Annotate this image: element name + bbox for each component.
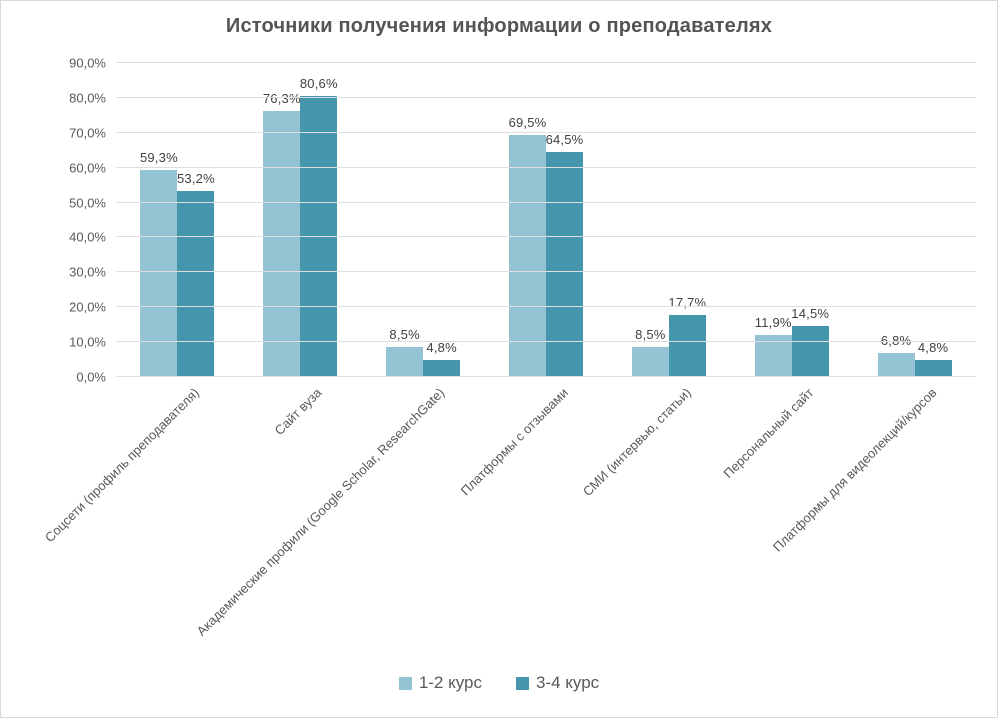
bar-value-label: 4,8% <box>917 340 949 356</box>
bar-value-label: 8,5% <box>635 327 666 343</box>
y-axis-tick-label: 20,0% <box>69 299 106 315</box>
bar-value-label: 14,5% <box>791 306 830 322</box>
plot-area: 59,3% 53,2% 76,3% 80,6% 8,5% 4,8% 69,5% 64,5% 8,… <box>116 62 976 377</box>
gridline <box>116 96 976 98</box>
chart-title: Источники получения информации о препода… <box>225 15 773 37</box>
gridline <box>116 131 976 133</box>
y-axis-tick-label: 50,0% <box>69 195 106 211</box>
bar-value-label: 8,5% <box>389 327 420 343</box>
bar-series1-cat2: 76,3% <box>263 91 301 377</box>
x-axis-label: Соцсети (профиль преподавателя) <box>41 385 203 546</box>
legend-swatch-icon <box>516 676 529 690</box>
bar-series2-cat5: 17,7% <box>668 295 706 377</box>
bar-series2-cat7: 4,8% <box>914 340 952 377</box>
gridline <box>116 62 976 63</box>
x-axis-label: Платформы с отзывами <box>457 385 571 499</box>
gridline <box>116 306 976 308</box>
bar-series2-cat3: 4,8% <box>423 340 461 377</box>
legend-item-1: 1-2 курс <box>398 673 482 693</box>
x-axis-label: СМИ (интервью, статьи) <box>579 385 694 500</box>
y-axis-tick-label: 30,0% <box>69 264 106 280</box>
bar-group-4: 69,5% 64,5% <box>485 63 608 377</box>
bar-series1-cat3: 8,5% <box>386 327 424 377</box>
gridline <box>116 236 976 238</box>
gridline <box>116 166 976 168</box>
legend-label: 3-4 курс <box>536 673 600 692</box>
bar-series2-cat1: 53,2% <box>177 171 215 377</box>
x-axis-label: Персональный сайт <box>720 385 817 482</box>
bar-value-label: 59,3% <box>139 150 178 166</box>
bar-group-3: 8,5% 4,8% <box>362 63 485 377</box>
bar-value-label: 76,3% <box>262 90 301 106</box>
legend-swatch-icon <box>398 676 412 690</box>
bar-value-label: 53,2% <box>176 171 215 187</box>
x-axis: Соцсети (профиль преподавателя) Сайт вуза… <box>42 385 976 675</box>
legend: 1-2 курс 3-4 курс <box>1 673 997 693</box>
bar-value-label: 69,5% <box>508 114 547 130</box>
bar-value-label: 17,7% <box>668 295 707 311</box>
bar-group-2: 76,3% 80,6% <box>239 63 362 377</box>
x-axis-label: Академические профили (Google Scholar, R… <box>194 385 448 639</box>
bar-series1-cat4: 69,5% <box>509 115 546 377</box>
bar-series1-cat7: 6,8% <box>877 333 915 377</box>
y-axis-tick-label: 60,0% <box>69 160 106 176</box>
gridline <box>116 376 976 377</box>
gridline <box>116 341 976 343</box>
y-axis: 0,0% 10,0% 20,0% 30,0% 40,0% 50,0% 60,0% 70,0% 8… <box>1 56 106 385</box>
y-axis-tick-label: 0,0% <box>76 369 106 385</box>
bar-series1-cat6: 11,9% <box>754 315 792 377</box>
legend-label: 1-2 курс <box>418 673 482 692</box>
bar-value-label: 80,6% <box>299 75 338 91</box>
bar-series2-cat6: 14,5% <box>791 306 829 377</box>
bar-value-label: 64,5% <box>545 131 584 147</box>
bar-group-6: 11,9% 14,5% <box>730 63 853 377</box>
bar-group-7: 6,8% 4,8% <box>853 63 976 377</box>
bar-value-label: 11,9% <box>754 315 792 331</box>
bar-value-label: 6,8% <box>880 333 912 349</box>
y-axis-tick-label: 80,0% <box>69 90 106 106</box>
bar-groups: 59,3% 53,2% 76,3% 80,6% 8,5% 4,8% 69,5% 64,5% 8,… <box>116 63 976 377</box>
bar-value-label: 4,8% <box>426 340 457 356</box>
y-axis-tick-label: 70,0% <box>69 125 106 141</box>
bar-series1-cat1: 59,3% <box>140 150 178 377</box>
y-axis-tick-label: 90,0% <box>69 55 106 71</box>
bar-series2-cat2: 80,6% <box>300 76 338 377</box>
y-axis-tick-label: 40,0% <box>69 229 106 245</box>
y-axis-tick-label: 10,0% <box>69 334 106 350</box>
legend-item-2: 3-4 курс <box>516 673 599 693</box>
x-axis-label: Сайт вуза <box>271 385 325 438</box>
gridline <box>116 201 976 203</box>
bar-group-5: 8,5% 17,7% <box>607 63 730 377</box>
bar-series2-cat4: 64,5% <box>546 132 583 377</box>
bar-group-1: 59,3% 53,2% <box>116 63 239 377</box>
bar-series1-cat5: 8,5% <box>631 327 669 377</box>
gridline <box>116 271 976 273</box>
